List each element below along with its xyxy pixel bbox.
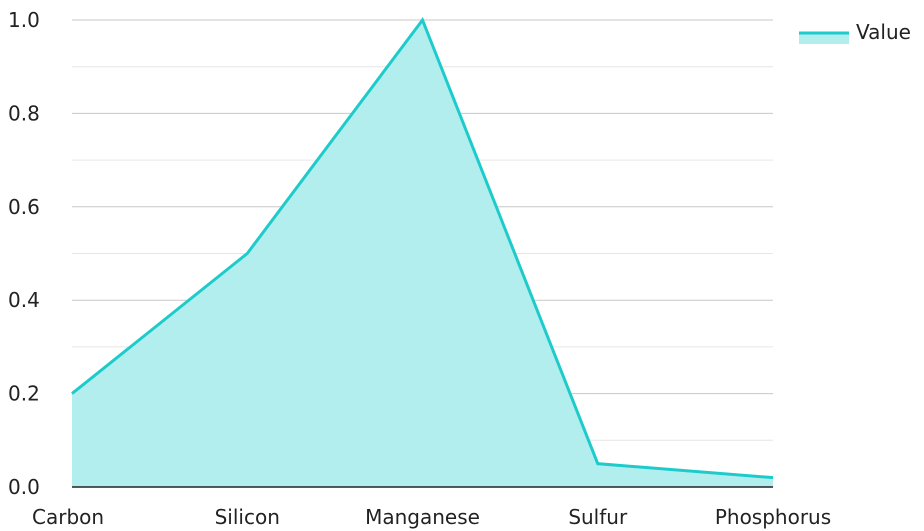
legend-label: Value <box>856 20 911 44</box>
y-tick-label: 0.0 <box>8 475 40 499</box>
y-tick-label: 0.4 <box>8 288 40 312</box>
x-tick-label: Phosphorus <box>715 505 831 529</box>
x-tick-label: Silicon <box>215 505 280 529</box>
y-tick-label: 0.8 <box>8 101 40 125</box>
y-tick-label: 0.2 <box>8 382 40 406</box>
x-axis-ticks: Carbon Silicon Manganese Sulfur Phosphorus <box>32 505 831 529</box>
x-tick-label: Carbon <box>32 505 104 529</box>
y-tick-label: 1.0 <box>8 8 40 32</box>
series-line-value <box>71 16 774 480</box>
x-tick-label: Sulfur <box>568 505 628 529</box>
x-tick-label: Manganese <box>365 505 480 529</box>
y-tick-label: 0.6 <box>8 195 40 219</box>
y-axis-ticks: 0.0 0.2 0.4 0.6 0.8 1.0 <box>8 8 40 499</box>
legend-swatch <box>799 32 849 44</box>
area-fill <box>72 20 773 487</box>
legend: Value <box>799 20 911 44</box>
